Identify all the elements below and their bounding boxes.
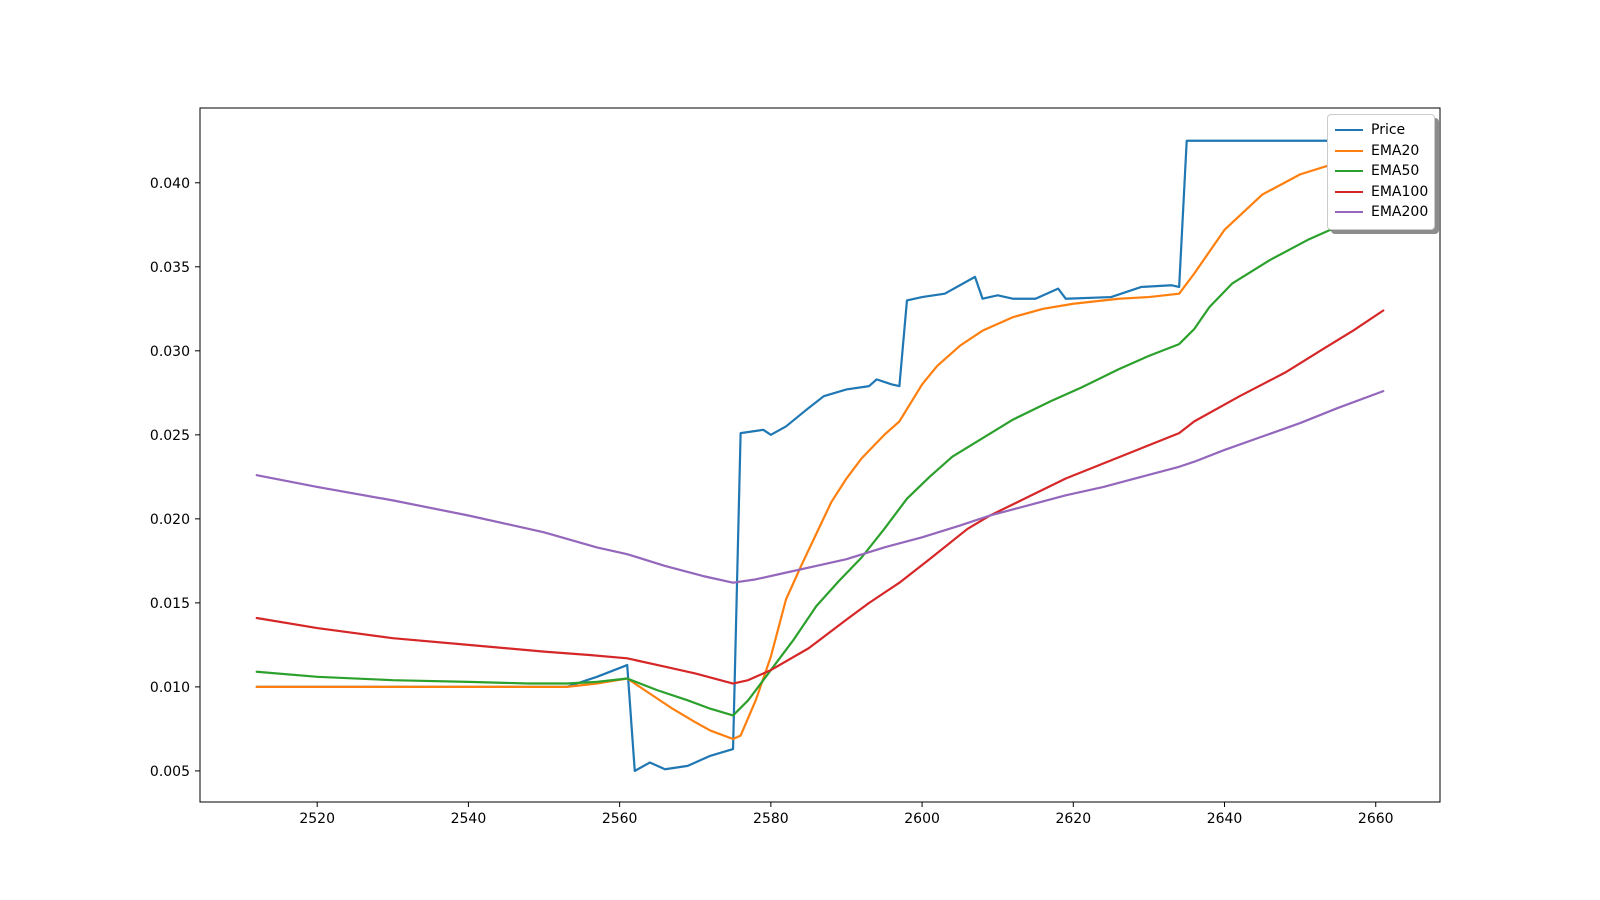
x-tick-label: 2660 <box>1358 811 1394 827</box>
series-line-ema200 <box>255 390 1385 584</box>
legend-entry-ema200: EMA200 <box>1335 202 1429 223</box>
x-tick-label: 2640 <box>1207 811 1243 827</box>
x-tick-label: 2620 <box>1055 811 1091 827</box>
series-line-ema20 <box>255 149 1385 741</box>
legend-entry-ema50: EMA50 <box>1335 161 1427 182</box>
x-tick-label: 2540 <box>451 811 487 827</box>
x-tick-label: 2560 <box>602 811 638 827</box>
axes-frame <box>199 107 1441 803</box>
y-tick-label: 0.035 <box>150 260 190 276</box>
y-tick-label: 0.040 <box>150 176 190 192</box>
y-tick-label: 0.005 <box>150 764 190 780</box>
y-tick-label: 0.020 <box>150 512 190 528</box>
x-tick-label: 2580 <box>753 811 789 827</box>
legend-label-ema100: EMA100 <box>1371 183 1429 200</box>
legend: Price EMA20 EMA50 EMA100 EMA200 <box>1327 114 1435 230</box>
legend-line-sample-price <box>1335 129 1363 132</box>
legend-line-sample-ema50 <box>1335 170 1363 173</box>
legend-line-sample-ema200 <box>1335 211 1363 214</box>
series-line-price <box>255 139 1385 773</box>
x-tick-label: 2520 <box>299 811 335 827</box>
y-tick-label: 0.030 <box>150 344 190 360</box>
legend-entry-price: Price <box>1335 120 1427 141</box>
legend-label-price: Price <box>1371 122 1406 138</box>
legend-line-sample-ema20 <box>1335 149 1363 152</box>
series-line-ema50 <box>255 201 1385 717</box>
legend-entry-ema100: EMA100 <box>1335 182 1429 203</box>
y-tick-label: 0.010 <box>150 680 190 696</box>
legend-label-ema20: EMA20 <box>1371 142 1420 159</box>
series-line-ema100 <box>255 309 1385 685</box>
x-tick-label: 2600 <box>904 811 940 827</box>
legend-entry-ema20: EMA20 <box>1335 141 1427 162</box>
legend-line-sample-ema100 <box>1335 190 1363 193</box>
legend-label-ema200: EMA200 <box>1371 204 1429 220</box>
legend-label-ema50: EMA50 <box>1371 163 1420 179</box>
y-tick-label: 0.015 <box>150 596 190 612</box>
y-tick-label: 0.025 <box>150 428 190 444</box>
